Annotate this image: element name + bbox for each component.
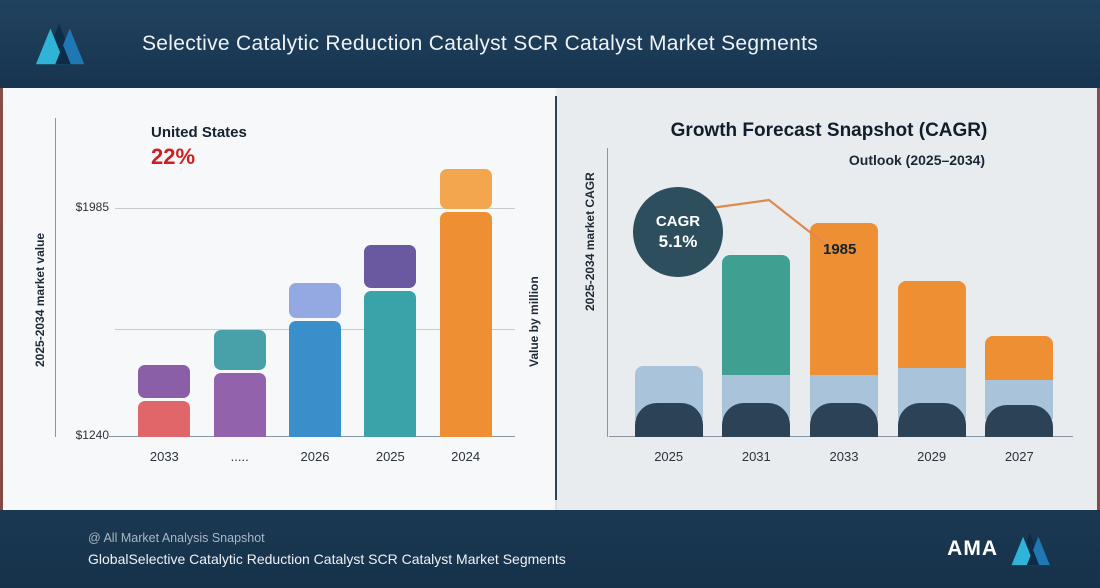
ama-logo-icon (35, 23, 85, 65)
category-label: ..... (230, 449, 249, 464)
left-y-axis-label: 2025-2034 market value (33, 232, 47, 368)
footer-brand-block: AMA (947, 531, 1056, 567)
category-label: 2027 (1004, 449, 1034, 464)
left-y-axis-line (55, 118, 56, 437)
bar-segment (897, 280, 966, 368)
value-by-million-label: Value by million (527, 276, 541, 368)
footer-title-label: GlobalSelective Catalytic Reduction Cata… (88, 551, 566, 567)
bar-segment (722, 402, 791, 437)
cagr-badge-label: CAGR (655, 212, 701, 230)
bar-segment (364, 291, 417, 437)
right-bar-chart: 2025 2031 2033 2029 2027 (609, 207, 1073, 464)
footer-brand-text: AMA (947, 537, 998, 560)
right-chart-title: Growth Forecast Snapshot (CAGR) (670, 120, 988, 141)
bar-segment (897, 402, 966, 437)
bar-2026: 2026 (288, 118, 341, 464)
panel-divider (555, 96, 557, 500)
cagr-badge-value: 5.1% (658, 231, 698, 251)
bar-segment (364, 245, 417, 289)
header-logo (34, 21, 92, 67)
bar-segment (288, 321, 341, 437)
category-label: 2029 (917, 449, 947, 464)
page-title: Selective Catalytic Reduction Catalyst S… (142, 32, 819, 55)
footer-bar: @ All Market Analysis Snapshot GlobalSel… (0, 510, 1100, 588)
growth-percent-label: 22% (151, 144, 196, 169)
bar-2033: 2033 (138, 118, 191, 464)
bar-2025: 2025 (364, 118, 417, 464)
right-y-axis-label: 2025-2034 market CAGR (583, 172, 597, 312)
bar-segment (634, 402, 703, 437)
bar-segment (213, 330, 266, 371)
footer-snapshot-label: @ All Market Analysis Snapshot (88, 531, 265, 545)
right-chart-subtitle: Outlook (2025–2034) (848, 152, 986, 168)
bar-2031: 2031 (722, 207, 791, 464)
bar-.....: ..... (213, 118, 266, 464)
bar-segment (809, 223, 878, 375)
right-y-axis-line (607, 148, 608, 437)
category-label: 2033 (829, 449, 859, 464)
cagr-forecast-panel: Growth Forecast Snapshot (CAGR) Outlook … (557, 88, 1097, 510)
bar-segment (288, 283, 341, 318)
bar-segment (722, 255, 791, 375)
category-label: 2031 (741, 449, 771, 464)
left-bar-chart: 2033..... 2026 2025 2024 (109, 118, 515, 464)
bar-segment (985, 404, 1054, 437)
header-bar: Selective Catalytic Reduction Catalyst S… (0, 0, 1100, 88)
bar-segment (138, 364, 191, 398)
gridline (115, 207, 515, 209)
category-label: 2024 (451, 449, 481, 464)
content-area: 2025-2034 market value United States 22%… (0, 88, 1100, 510)
bar-segment (213, 373, 266, 437)
bar-segment (809, 402, 878, 437)
bar-2029: 2029 (897, 207, 966, 464)
bar-2027: 2027 (985, 207, 1054, 464)
country-label: United States (151, 124, 247, 141)
category-label: 2033 (149, 449, 179, 464)
bar-2024: 2024 (439, 118, 492, 464)
bar-segment (985, 335, 1054, 380)
bar-segment (138, 400, 191, 437)
us-market-chart-panel: 2025-2034 market value United States 22%… (3, 88, 555, 510)
bar-2025: 2025 (634, 207, 703, 464)
bar-2033: 2033 (809, 207, 878, 464)
category-label: 2026 (300, 449, 330, 464)
ama-logo-icon (1011, 532, 1050, 566)
y-tick-top: $1985 (75, 200, 109, 214)
left-edge-accent (0, 88, 3, 510)
category-label: 2025 (654, 449, 684, 464)
cagr-badge: CAGR 5.1% (633, 187, 723, 277)
y-tick-bottom: $1240 (75, 428, 109, 442)
right-edge-accent (1097, 88, 1100, 510)
category-label: 2025 (375, 449, 405, 464)
footer-text-block: @ All Market Analysis Snapshot GlobalSel… (88, 531, 566, 567)
bar-segment (439, 211, 492, 437)
bar-value-annotation: 1985 (823, 241, 857, 258)
bar-segment (439, 168, 492, 209)
